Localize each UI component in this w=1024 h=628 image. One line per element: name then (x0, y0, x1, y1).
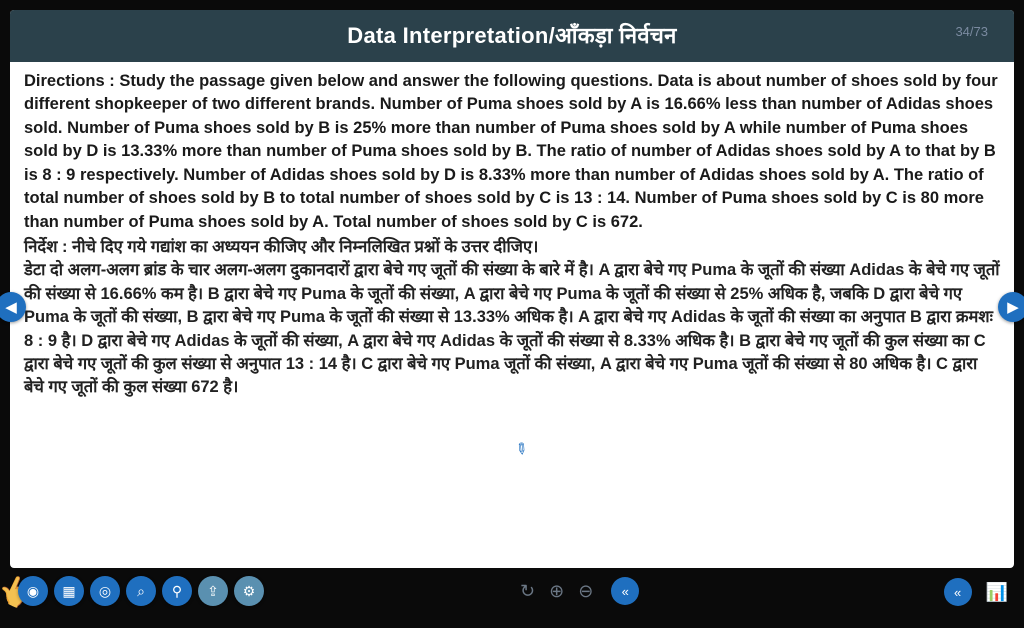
document-button[interactable]: ▦ (54, 576, 84, 606)
gear-icon: ⚙ (243, 583, 256, 600)
chevron-double-left-icon: « (954, 585, 961, 600)
pin-button[interactable]: ⚲ (162, 576, 192, 606)
share-icon: ⇪ (207, 583, 219, 600)
hindi-passage: डेटा दो अलग-अलग ब्रांड के चार अलग-अलग दु… (24, 259, 1000, 400)
zoom-in-button[interactable]: ⊕ (549, 581, 564, 602)
pen-annotation-icon: ✎ (511, 438, 532, 460)
record-icon: ◉ (27, 583, 39, 600)
hindi-directions-text: नीचे दिए गये गद्यांश का अध्ययन कीजिए और … (72, 238, 538, 256)
settings-button[interactable]: ⚙ (234, 576, 264, 606)
app-stage: 34/73 Data Interpretation/आँकड़ा निर्वचन… (0, 0, 1024, 628)
document-icon: ▦ (62, 583, 75, 600)
target-button[interactable]: ◎ (90, 576, 120, 606)
pin-icon: ⚲ (172, 583, 182, 600)
chevron-double-left-icon: « (622, 584, 629, 599)
chevron-right-icon: ◀ (1007, 298, 1019, 316)
page-counter: 34/73 (955, 24, 988, 39)
search-button[interactable]: ⌕ (126, 576, 156, 606)
slide-frame: 34/73 Data Interpretation/आँकड़ा निर्वचन… (10, 10, 1014, 568)
slide-body: Directions : Study the passage given bel… (10, 62, 1014, 410)
record-button[interactable]: ◉ (18, 576, 48, 606)
bottom-right-controls: « 📊 (944, 578, 1008, 606)
chevron-left-icon: ◀ (5, 298, 17, 316)
slide-title: Data Interpretation/आँकड़ा निर्वचन (10, 10, 1014, 62)
collapse-right-button[interactable]: « (944, 578, 972, 606)
share-button[interactable]: ⇪ (198, 576, 228, 606)
hindi-directions-label: निर्देश : (24, 238, 68, 256)
search-icon: ⌕ (137, 583, 145, 600)
refresh-button[interactable]: ↻ (520, 581, 535, 602)
toolbar-mid-controls: ↻ ⊕ ⊖ (520, 581, 593, 602)
target-icon: ◎ (99, 583, 111, 600)
directions-label: Directions : (24, 72, 115, 90)
zoom-out-button[interactable]: ⊖ (578, 581, 593, 602)
chart-icon[interactable]: 📊 (986, 582, 1008, 603)
hindi-directions: निर्देश : नीचे दिए गये गद्यांश का अध्ययन… (24, 236, 1000, 259)
next-slide-button[interactable]: ◀ (998, 292, 1024, 322)
bottom-toolbar: ◉ ▦ ◎ ⌕ ⚲ ⇪ ⚙ ↻ ⊕ ⊖ « (18, 576, 639, 606)
english-passage: Study the passage given below and answer… (24, 72, 998, 231)
collapse-toolbar-button[interactable]: « (611, 577, 639, 605)
